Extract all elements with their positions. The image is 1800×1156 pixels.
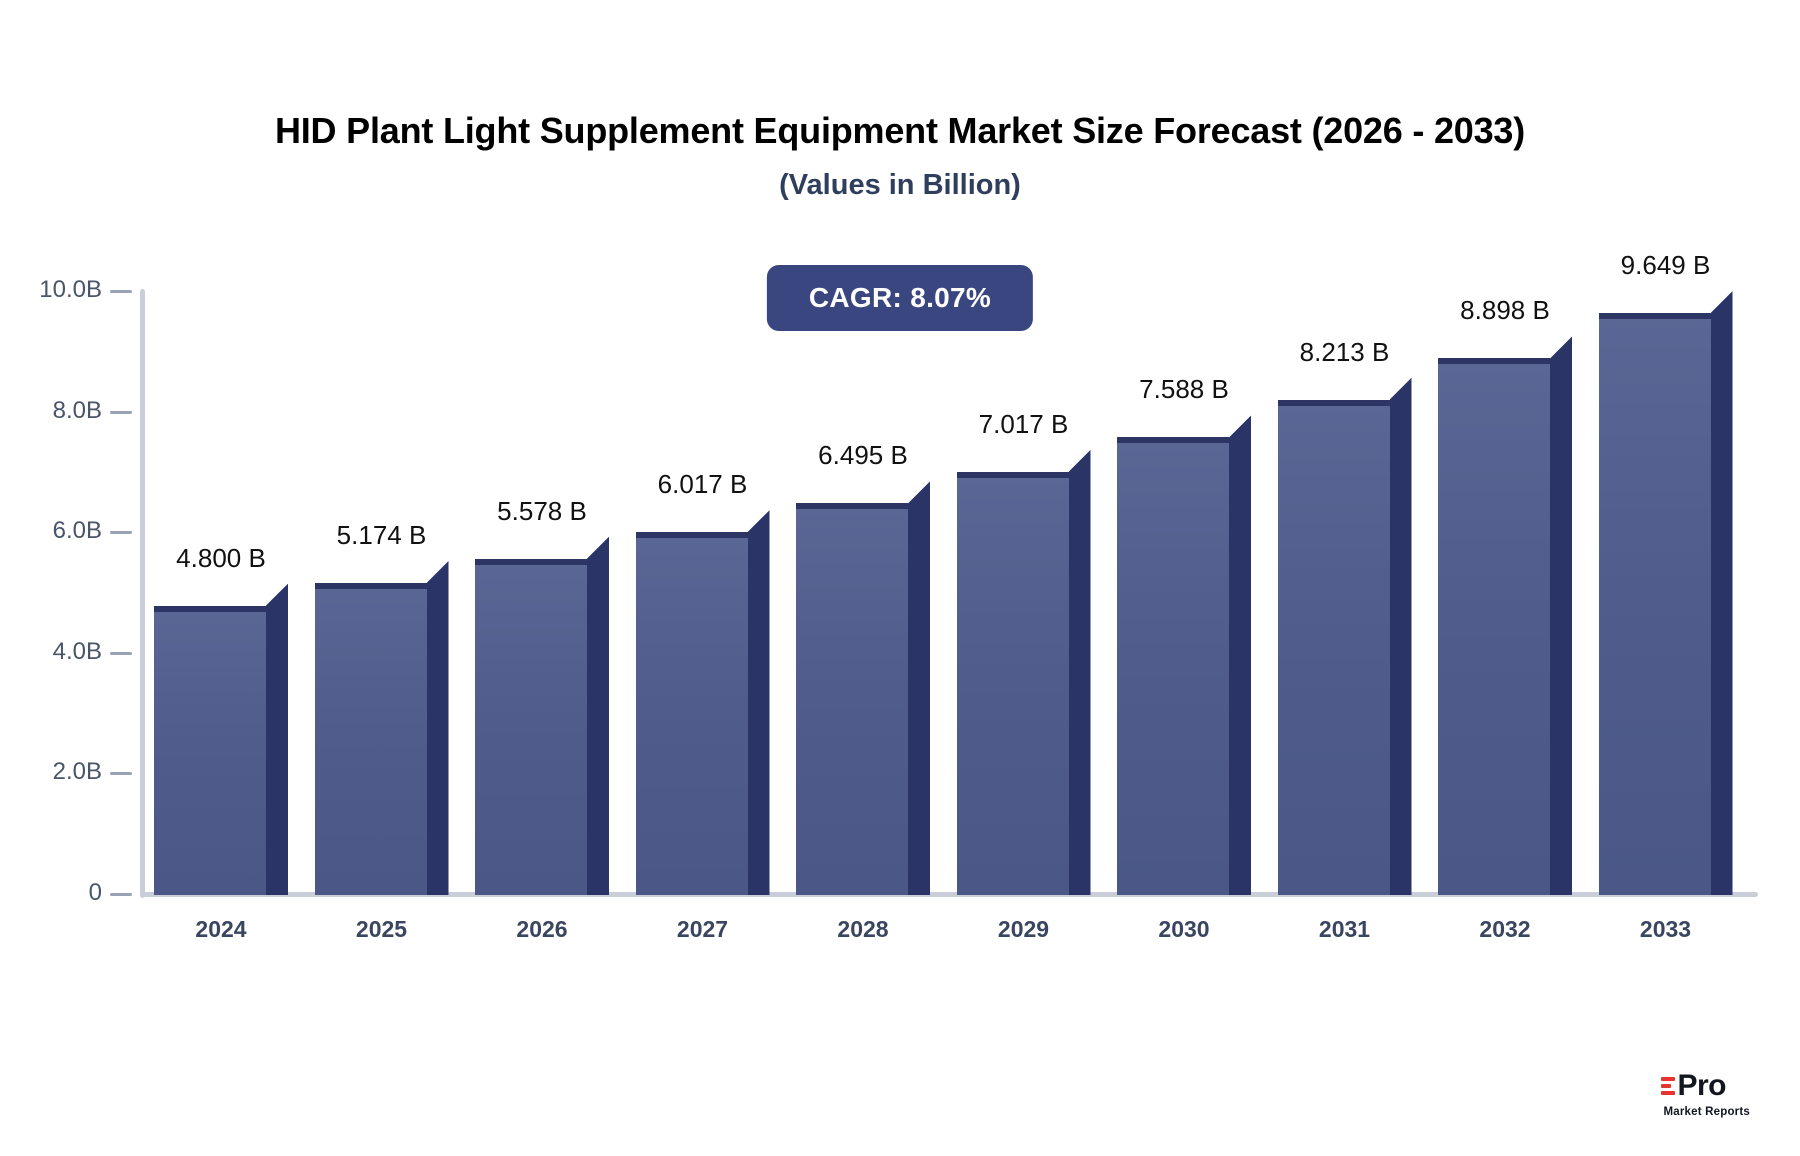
bar-value-label: 6.017 B xyxy=(657,469,748,500)
bar-front-face xyxy=(475,558,587,895)
bar-top-edge xyxy=(956,471,1069,478)
x-axis-line xyxy=(140,892,1758,897)
bar-side-face xyxy=(587,536,609,895)
bar-value-label: 4.800 B xyxy=(176,542,266,573)
bar-top-edge xyxy=(1598,313,1711,320)
y-axis-line xyxy=(140,289,145,898)
y-axis-tick-mark xyxy=(110,410,132,414)
y-axis-tick-mark xyxy=(110,290,132,293)
bar-2027: 6.017 B xyxy=(635,469,770,895)
bar-side-face xyxy=(908,481,930,895)
bar-side-face xyxy=(747,510,770,895)
bar-side-face xyxy=(426,561,449,895)
bar-value-label: 5.174 B xyxy=(336,520,427,551)
bar-2030: 7.588 B xyxy=(1117,374,1251,895)
bar-front-face xyxy=(1277,399,1390,895)
y-axis-tick-label: 4.0B xyxy=(52,637,102,665)
bar-front-face xyxy=(154,605,266,895)
y-axis-tick-mark xyxy=(110,893,132,896)
y-axis-tick-mark xyxy=(110,531,132,535)
chart-subtitle: (Values in Billion) xyxy=(779,169,1021,201)
bar-value-label: 9.649 B xyxy=(1620,250,1711,281)
logo-name: Pro xyxy=(1677,1069,1726,1102)
y-axis-tick-label: 2.0B xyxy=(52,758,102,786)
logo-bars-icon xyxy=(1661,1077,1676,1095)
x-axis-tick-label: 2032 xyxy=(1479,916,1531,942)
bar-top-edge xyxy=(635,532,748,539)
x-axis-tick-label: 2028 xyxy=(837,916,889,942)
bar-2029: 7.017 B xyxy=(956,409,1091,895)
bar-value-label: 8.213 B xyxy=(1299,336,1390,367)
x-axis-tick-label: 2026 xyxy=(516,916,568,942)
y-axis-tick-label: 0 xyxy=(88,879,102,906)
bar-side-face xyxy=(1550,336,1572,895)
x-axis-tick-label: 2031 xyxy=(1318,916,1371,942)
cagr-badge: CAGR: 8.07% xyxy=(766,265,1034,331)
bar-top-edge xyxy=(1117,437,1229,444)
y-axis-tick-mark xyxy=(110,651,132,655)
bar-2026: 5.578 B xyxy=(475,496,609,895)
y-axis-tick-label: 10.0B xyxy=(39,276,102,303)
page-title: HID Plant Light Supplement Equipment Mar… xyxy=(274,110,1526,151)
x-axis-tick-label: 2030 xyxy=(1158,916,1210,942)
bar-side-face xyxy=(1710,291,1733,895)
x-axis-tick-label: 2033 xyxy=(1639,916,1692,942)
bar-value-label: 7.017 B xyxy=(978,408,1069,439)
bar-value-label: 7.588 B xyxy=(1139,374,1229,405)
x-axis-tick-label: 2025 xyxy=(355,916,408,942)
logo: Pro Market Reports xyxy=(1661,1071,1750,1118)
bar-top-edge xyxy=(475,558,587,565)
bar-top-edge xyxy=(1277,399,1390,406)
bar-2031: 8.213 B xyxy=(1277,337,1412,895)
bar-top-edge xyxy=(154,605,266,612)
x-axis-tick-label: 2024 xyxy=(195,916,247,942)
bar-value-label: 5.578 B xyxy=(497,495,587,526)
bar-side-face xyxy=(266,583,288,895)
x-axis-tick-label: 2027 xyxy=(676,916,729,942)
y-axis-tick-label: 6.0B xyxy=(52,517,102,545)
bar-top-edge xyxy=(796,503,908,510)
bar-side-face xyxy=(1389,377,1412,895)
bar-front-face xyxy=(314,583,427,895)
y-axis-tick-mark xyxy=(110,772,132,776)
bar-2032: 8.898 B xyxy=(1438,295,1572,895)
logo-tagline: Market Reports xyxy=(1663,1106,1750,1118)
x-axis-tick-label: 2029 xyxy=(997,916,1050,942)
bar-value-label: 8.898 B xyxy=(1460,295,1550,326)
bar-front-face xyxy=(1117,437,1229,895)
bar-front-face xyxy=(1438,358,1550,895)
bar-2024: 4.800 B xyxy=(154,543,288,895)
bar-2025: 5.174 B xyxy=(314,520,449,895)
bar-2028: 6.495 B xyxy=(796,440,930,895)
bar-front-face xyxy=(1598,313,1711,895)
bar-side-face xyxy=(1068,449,1091,895)
bar-2033: 9.649 B xyxy=(1598,250,1733,895)
y-axis-tick-label: 8.0B xyxy=(52,396,102,424)
plot-area: 4.800 B 5.174 B 5.578 B 6.017 B 6.495 B 7.017… xyxy=(140,250,1745,895)
bar-value-label: 6.495 B xyxy=(818,440,908,471)
bar-top-edge xyxy=(1438,358,1550,365)
bar-side-face xyxy=(1229,415,1251,895)
bar-top-edge xyxy=(314,583,427,590)
logo-mark-row: Pro xyxy=(1661,1071,1726,1101)
bar-front-face xyxy=(796,503,908,895)
bar-front-face xyxy=(635,532,748,895)
title-block: HID Plant Light Supplement Equipment Mar… xyxy=(0,110,1800,202)
bar-front-face xyxy=(956,471,1069,895)
